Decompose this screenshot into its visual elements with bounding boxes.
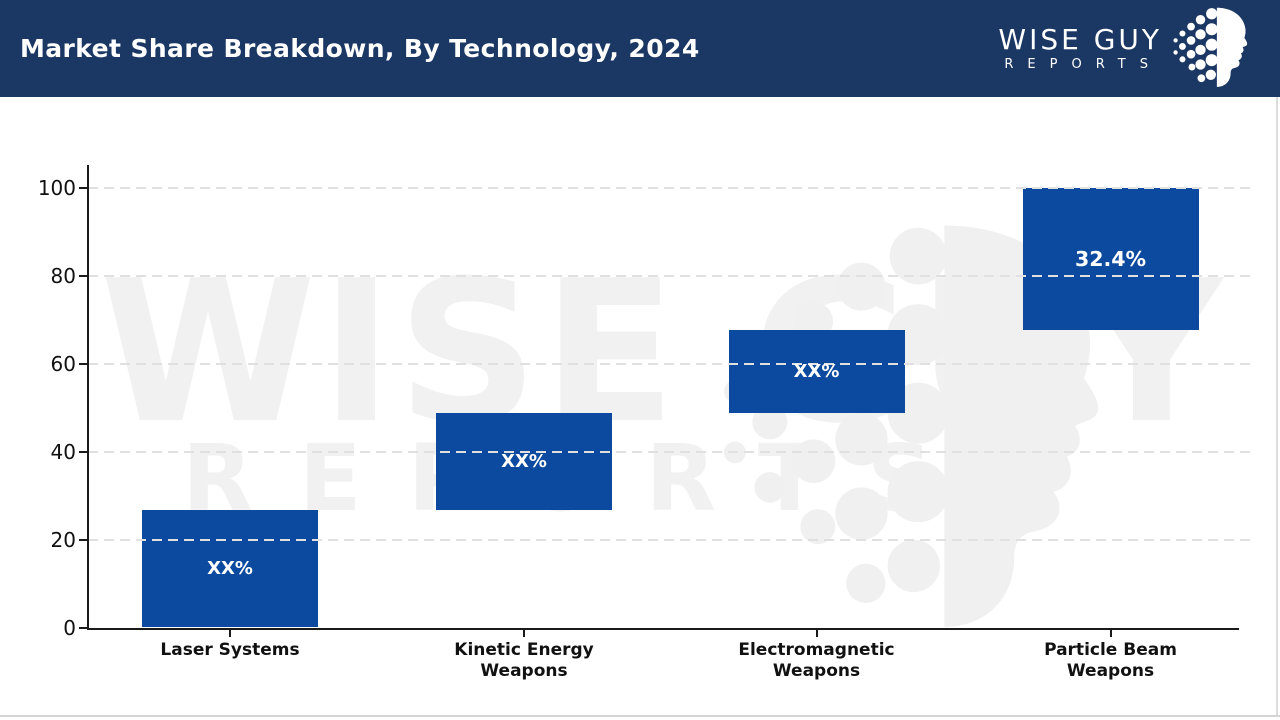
bar-1 bbox=[142, 509, 318, 628]
y-tick-label: 40 bbox=[50, 439, 76, 464]
y-tick-label: 20 bbox=[50, 527, 76, 552]
logo-wordmark-block: WISE GUY REPORTS bbox=[998, 23, 1162, 73]
x-tick-label: Electromagnetic Weapons bbox=[738, 639, 895, 681]
logo-subtext: REPORTS bbox=[1004, 57, 1162, 72]
x-tick-label: Kinetic Energy Weapons bbox=[454, 639, 594, 681]
chart-title: Market Share Breakdown, By Technology, 2… bbox=[20, 34, 700, 63]
y-tick-label: 60 bbox=[50, 351, 76, 376]
wise-guy-logo: WISE GUY REPORTS bbox=[998, 6, 1280, 92]
bar-2 bbox=[436, 412, 612, 510]
page-bottom-border bbox=[0, 715, 1280, 717]
header-bar: Market Share Breakdown, By Technology, 2… bbox=[0, 0, 1280, 97]
logo-wordmark: WISE GUY bbox=[998, 23, 1162, 56]
bar-value-label: XX% bbox=[207, 558, 253, 580]
page-right-border bbox=[1276, 97, 1278, 717]
wise-guy-face-icon bbox=[1173, 7, 1248, 87]
bar-value-label: XX% bbox=[501, 450, 547, 472]
labels-layer: 0 20 40 60 80 100 XX% Laser Systems XX% Kinetic E… bbox=[0, 97, 1280, 720]
x-tick-label: Particle Beam Weapons bbox=[1044, 639, 1177, 681]
y-tick-label: 80 bbox=[50, 263, 76, 288]
y-tick-label: 0 bbox=[63, 615, 76, 640]
bar-value-label: 32.4% bbox=[1074, 246, 1147, 271]
y-tick-label: 100 bbox=[37, 175, 76, 200]
bar-value-label: XX% bbox=[793, 360, 840, 382]
x-tick-label: Laser Systems bbox=[160, 639, 300, 660]
